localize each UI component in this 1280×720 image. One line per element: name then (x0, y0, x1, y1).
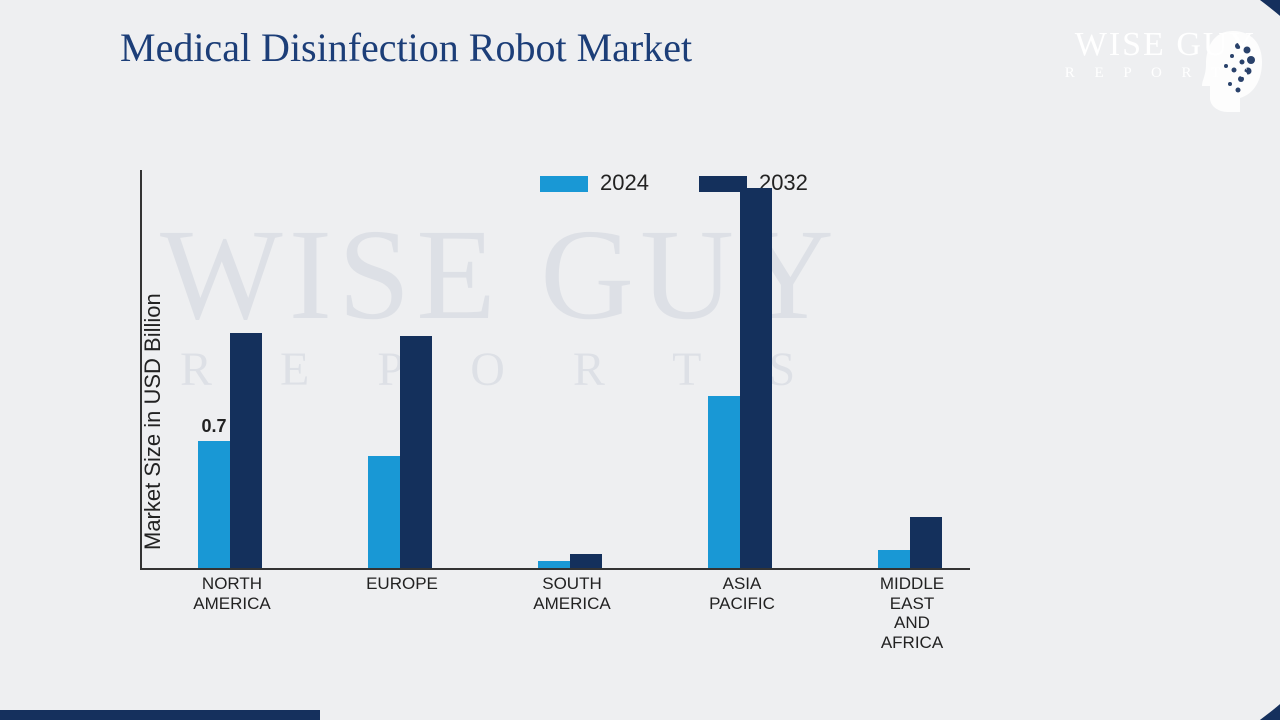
brand-logo: WISE GUY R E P O R T S (1065, 28, 1256, 81)
plot-region: 0.7NORTHAMERICAEUROPESOUTHAMERICAASIAPAC… (140, 170, 970, 570)
bar (910, 517, 942, 568)
chart-area: Market Size in USD Billion 0.7NORTHAMERI… (90, 170, 970, 600)
bar (368, 456, 400, 568)
category-label: ASIAPACIFIC (682, 574, 802, 613)
footer-accent-bar (0, 710, 320, 720)
bar (400, 336, 432, 568)
brand-line1: WISE GUY (1065, 28, 1256, 62)
category-label: SOUTHAMERICA (512, 574, 632, 613)
bar (538, 561, 570, 568)
bar: 0.7 (198, 441, 230, 568)
brand-line2: R E P O R T S (1065, 66, 1256, 81)
bar (570, 554, 602, 568)
category-label: EUROPE (342, 574, 462, 594)
category-label: MIDDLEEASTANDAFRICA (852, 574, 972, 652)
bar (708, 396, 740, 568)
bar (740, 188, 772, 568)
bar (230, 333, 262, 568)
bar-value-label: 0.7 (201, 416, 226, 437)
bar (878, 550, 910, 568)
chart-title: Medical Disinfection Robot Market (120, 24, 692, 71)
canvas: WISE GUY R E P O R T S WISE GUY R E P O … (0, 0, 1280, 720)
category-label: NORTHAMERICA (172, 574, 292, 613)
